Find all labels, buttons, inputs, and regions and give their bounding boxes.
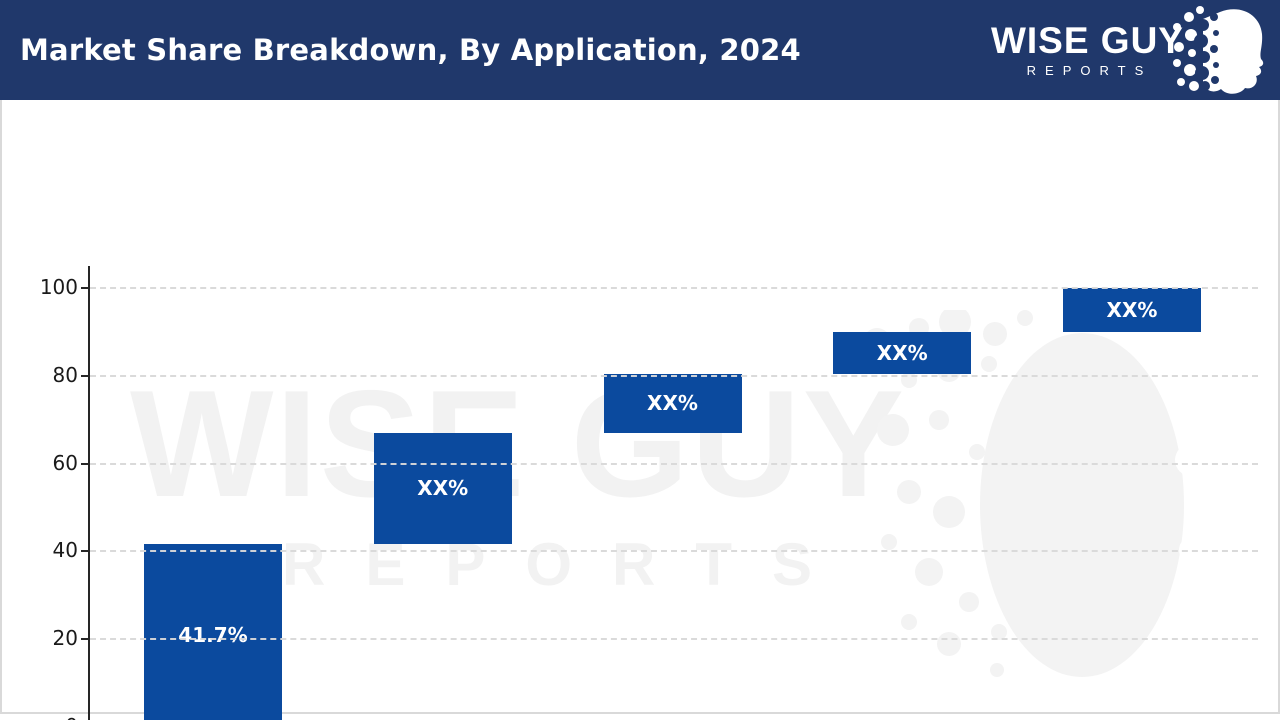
y-axis-tick: [81, 638, 89, 641]
plot-area: 02040608010041.7%ElectronicsManufacturin…: [2, 100, 1278, 720]
bar-value-label: XX%: [1106, 297, 1158, 322]
gridline: [90, 462, 1258, 465]
logo-face-icon: [1173, 6, 1264, 94]
chart-area: WISE GUY REPORTS 02040608010041.7: [0, 100, 1280, 720]
bar-value-label: 41.7%: [178, 623, 248, 648]
y-tick-label: 100: [39, 275, 78, 299]
header: Market Share Breakdown, By Application, …: [0, 0, 1280, 100]
page-title: Market Share Breakdown, By Application, …: [20, 33, 801, 67]
bar: XX%: [1063, 288, 1201, 332]
y-axis-tick: [81, 287, 89, 289]
wiseguy-logo: WISE GUY REPORTS: [991, 5, 1270, 95]
y-tick-label: 40: [52, 538, 78, 563]
bar: XX%: [373, 432, 512, 544]
bar: XX%: [603, 373, 742, 433]
y-axis-tick: [81, 462, 89, 465]
bar-value-label: XX%: [417, 476, 469, 501]
y-axis-tick: [81, 550, 89, 553]
logo-subtitle: REPORTS: [1026, 63, 1153, 78]
y-axis-line: [88, 266, 90, 720]
y-tick-label: 0: [12, 714, 78, 720]
y-tick-label: 60: [52, 450, 78, 475]
logo-wordmark: WISE GUY: [990, 20, 1184, 61]
logo-text: WISE GUY REPORTS: [991, 22, 1184, 78]
bar: XX%: [833, 331, 972, 374]
bar: 41.7%: [144, 543, 282, 720]
gridline: [90, 287, 1258, 289]
bar-value-label: XX%: [647, 391, 698, 416]
gridline: [90, 638, 1258, 641]
gridline: [90, 374, 1258, 377]
y-tick-label: 80: [52, 362, 78, 387]
y-tick-label: 20: [52, 626, 78, 651]
bar-value-label: XX%: [876, 340, 928, 365]
y-axis-tick: [81, 374, 89, 377]
gridline: [90, 550, 1258, 553]
